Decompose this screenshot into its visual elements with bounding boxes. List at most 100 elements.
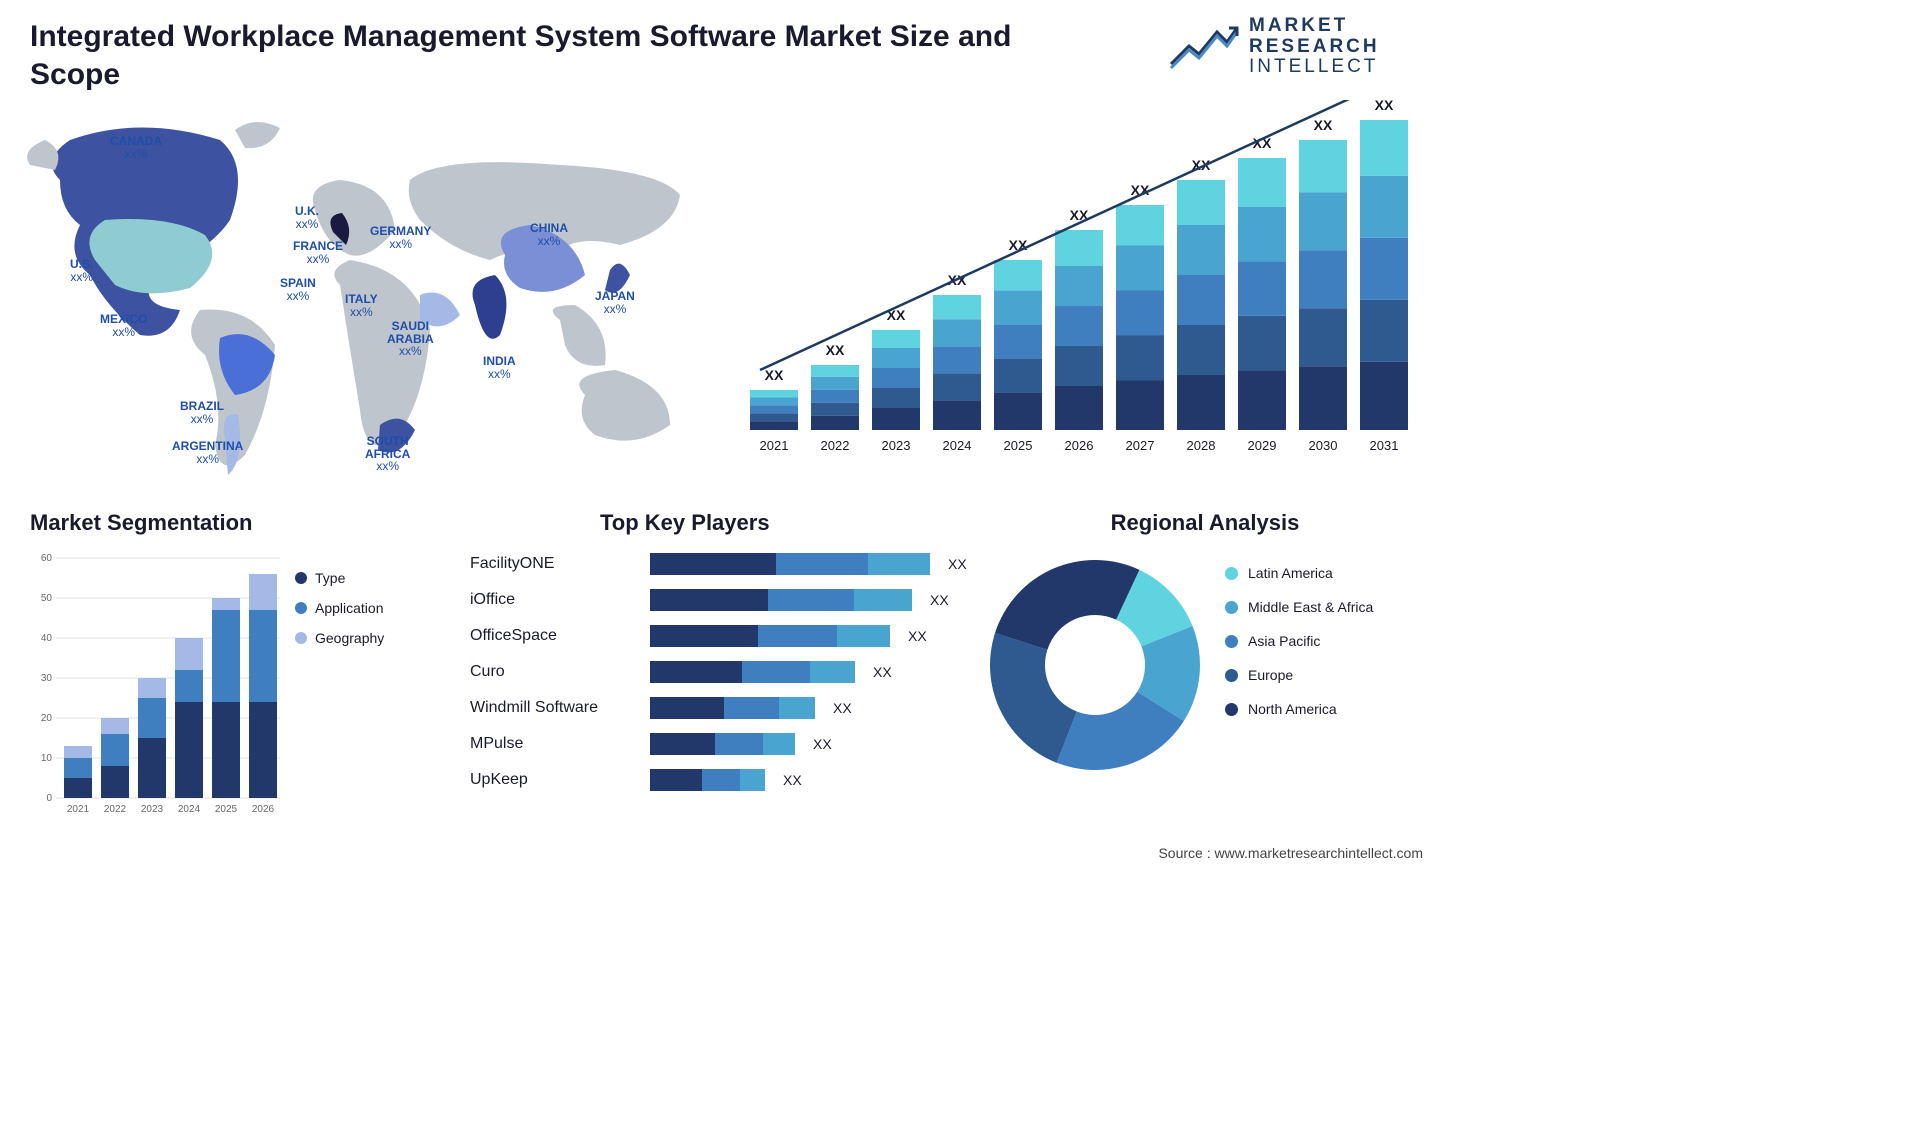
svg-text:2024: 2024 [943,438,972,453]
svg-text:2025: 2025 [1004,438,1033,453]
source-text: Source : www.marketresearchintellect.com [1158,845,1423,861]
map-label: ITALYxx% [345,293,378,318]
regional-title: Regional Analysis [980,510,1430,536]
logo-line3: INTELLECT [1249,57,1380,78]
brand-logo: MARKET RESEARCH INTELLECT [1169,12,1429,82]
svg-text:2023: 2023 [141,804,164,815]
svg-text:20: 20 [41,713,53,724]
logo-line1: MARKET [1249,16,1380,37]
regional-legend: Latin AmericaMiddle East & AfricaAsia Pa… [1225,565,1373,735]
forecast-chart: XX2021XX2022XX2023XX2024XX2025XX2026XX20… [740,100,1430,480]
player-value: XX [833,700,852,716]
key-players-section: Top Key Players FacilityONEXXiOfficeXXOf… [470,510,970,830]
segmentation-title: Market Segmentation [30,510,450,536]
regional-section: Regional Analysis Latin America Middle Ea… [980,510,1430,830]
svg-text:2024: 2024 [178,804,201,815]
svg-text:XX: XX [1375,100,1394,113]
svg-text:2031: 2031 [1370,438,1399,453]
svg-text:2021: 2021 [760,438,789,453]
map-label: U.S.xx% [70,258,93,283]
player-value: XX [908,628,927,644]
player-bar [650,697,815,719]
player-bar [650,553,930,575]
svg-text:2025: 2025 [215,804,238,815]
svg-text:2022: 2022 [821,438,850,453]
map-label: SPAINxx% [280,277,316,302]
svg-text:0: 0 [46,793,52,804]
forecast-svg: XX2021XX2022XX2023XX2024XX2025XX2026XX20… [740,100,1430,480]
player-bar [650,769,765,791]
map-label: GERMANYxx% [370,225,431,250]
logo-text: MARKET RESEARCH INTELLECT [1249,16,1380,79]
player-bar [650,589,912,611]
svg-text:XX: XX [826,342,845,358]
player-name: Curo [470,663,640,681]
player-name: UpKeep [470,771,640,789]
svg-text:2026: 2026 [252,804,275,815]
svg-text:10: 10 [41,753,53,764]
player-bar [650,661,855,683]
player-row: Windmill Software XX [470,690,970,726]
svg-text:2022: 2022 [104,804,127,815]
player-row: iOffice XX [470,582,970,618]
legend-item: Middle East & Africa [1225,599,1373,615]
segmentation-section: Market Segmentation 0 10 20 30 40 50 60 2021 202… [30,510,450,825]
key-players-title: Top Key Players [600,510,970,536]
legend-item: Type [295,570,384,586]
svg-text:2026: 2026 [1065,438,1094,453]
player-row: Curo XX [470,654,970,690]
player-bar [650,733,795,755]
player-name: MPulse [470,735,640,753]
logo-mark-icon [1169,24,1239,70]
player-value: XX [930,592,949,608]
svg-text:XX: XX [1314,117,1333,133]
svg-text:2028: 2028 [1187,438,1216,453]
map-label: CANADAxx% [110,135,162,160]
legend-item: Europe [1225,667,1373,683]
svg-text:50: 50 [41,593,53,604]
map-label: SOUTHAFRICAxx% [365,435,410,473]
player-name: OfficeSpace [470,627,640,645]
svg-text:2029: 2029 [1248,438,1277,453]
player-row: OfficeSpace XX [470,618,970,654]
player-value: XX [783,772,802,788]
legend-item: Latin America [1225,565,1373,581]
world-map: CANADAxx% U.S.xx% MEXICOxx% BRAZILxx% ARGENT… [20,110,700,490]
player-row: UpKeep XX [470,762,970,798]
svg-text:2023: 2023 [882,438,911,453]
legend-item: Geography [295,630,384,646]
svg-text:40: 40 [41,633,53,644]
svg-text:2027: 2027 [1126,438,1155,453]
legend-item: Application [295,600,384,616]
segmentation-chart: 0 10 20 30 40 50 60 2021 2022 2023 2024 2025 2026 [30,550,285,820]
regional-donut [980,550,1210,780]
map-label: JAPANxx% [595,290,635,315]
player-name: iOffice [470,591,640,609]
player-value: XX [813,736,832,752]
player-name: Windmill Software [470,699,640,717]
map-label: ARGENTINAxx% [172,440,243,465]
svg-text:2030: 2030 [1309,438,1338,453]
key-players-rows: FacilityONE XX iOffice XX OfficeSpace XX Curo X… [470,546,970,798]
legend-item: North America [1225,701,1373,717]
player-value: XX [948,556,967,572]
logo-line2: RESEARCH [1249,37,1380,58]
player-name: FacilityONE [470,555,640,573]
svg-text:2021: 2021 [67,804,90,815]
map-label: BRAZILxx% [180,400,224,425]
map-label: FRANCExx% [293,240,343,265]
svg-text:60: 60 [41,553,53,564]
map-label: CHINAxx% [530,222,568,247]
svg-text:XX: XX [765,367,784,383]
map-label: U.K.xx% [295,205,319,230]
player-bar [650,625,890,647]
svg-text:30: 30 [41,673,53,684]
map-label: SAUDIARABIAxx% [387,320,434,358]
map-label: MEXICOxx% [100,313,147,338]
player-row: FacilityONE XX [470,546,970,582]
player-row: MPulse XX [470,726,970,762]
page-title: Integrated Workplace Management System S… [30,18,1030,93]
segmentation-legend: Type Application Geography [295,570,384,660]
player-value: XX [873,664,892,680]
map-label: INDIAxx% [483,355,516,380]
